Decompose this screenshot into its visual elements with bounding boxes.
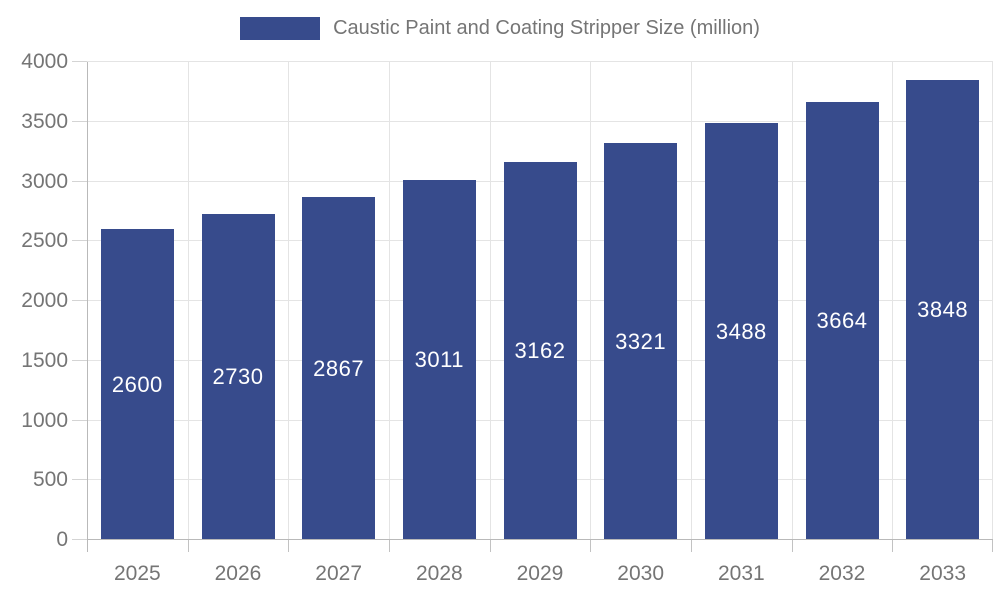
v-gridline (590, 62, 591, 540)
legend-item[interactable]: Caustic Paint and Coating Stripper Size … (240, 17, 760, 40)
y-tick-label: 1500 (21, 348, 68, 372)
v-gridline (288, 62, 289, 540)
bar-2029[interactable]: 3162 (503, 162, 577, 540)
bar-value-label: 3011 (414, 347, 464, 373)
y-tick-mark (72, 240, 87, 242)
y-tick-mark (72, 479, 87, 481)
x-tick-label: 2025 (113, 562, 161, 585)
v-gridline (992, 62, 993, 540)
bar-2025[interactable]: 2600 (100, 229, 174, 540)
x-tick-mark (792, 540, 793, 552)
y-tick-mark (72, 180, 87, 182)
x-tick-label: 2031 (717, 562, 765, 585)
x-tick-label: 2030 (617, 562, 665, 585)
bar-value-label: 2600 (111, 371, 163, 397)
bar-2028[interactable]: 3011 (402, 180, 476, 540)
plot-area: 2600 2730 2867 3011 3162 3321 3488 3664 3848 (72, 61, 993, 552)
x-tick-mark (490, 540, 491, 552)
v-gridline (792, 62, 793, 540)
v-gridline (188, 62, 189, 540)
y-tick-mark (72, 539, 87, 540)
y-tick-mark (72, 120, 87, 122)
x-tick-mark (288, 540, 289, 552)
v-gridline (490, 62, 491, 540)
y-tick-mark (72, 359, 87, 361)
h-gridline (87, 120, 993, 122)
bar-2032[interactable]: 3664 (805, 102, 879, 540)
v-gridline (892, 62, 893, 540)
bar-value-label: 3488 (715, 318, 767, 344)
x-tick-label: 2033 (919, 562, 967, 585)
bar-2033[interactable]: 3848 (906, 80, 980, 540)
bar-value-label: 2867 (313, 355, 365, 381)
x-tick-label: 2027 (315, 562, 363, 585)
y-tick-label: 3000 (21, 169, 68, 193)
y-tick-label: 4000 (21, 50, 68, 73)
x-tick-mark (188, 540, 189, 552)
bar-2027[interactable]: 2867 (302, 197, 376, 540)
x-tick-label: 2026 (214, 562, 262, 585)
x-tick-mark (389, 540, 390, 552)
y-tick-label: 2000 (21, 289, 68, 312)
v-gridline (389, 62, 390, 540)
y-tick-label: 1000 (21, 408, 68, 432)
x-tick-mark (691, 540, 692, 552)
bar-value-label: 3848 (917, 297, 969, 323)
y-tick-label: 500 (32, 468, 68, 492)
bar-value-label: 3664 (816, 308, 868, 334)
y-axis-line (87, 62, 88, 552)
y-tick-mark (72, 61, 87, 62)
x-tick-label: 2028 (415, 562, 463, 585)
x-tick-mark (590, 540, 591, 552)
legend: Caustic Paint and Coating Stripper Size … (0, 17, 1000, 40)
x-tick-mark (892, 540, 893, 552)
bar-2031[interactable]: 3488 (704, 123, 778, 540)
bar-value-label: 2730 (212, 363, 264, 389)
legend-swatch (240, 17, 321, 40)
x-axis-line (87, 539, 993, 540)
h-gridline (87, 61, 993, 62)
y-tick-label: 0 (56, 528, 68, 551)
legend-label: Caustic Paint and Coating Stripper Size … (333, 17, 760, 39)
bar-2030[interactable]: 3321 (604, 143, 678, 540)
y-tick-label: 3500 (21, 109, 68, 133)
x-tick-label: 2032 (818, 562, 866, 585)
y-tick-mark (72, 419, 87, 421)
x-tick-label: 2029 (516, 562, 564, 585)
y-tick-mark (72, 300, 87, 301)
bar-2026[interactable]: 2730 (201, 213, 275, 540)
x-tick-mark (992, 540, 993, 552)
bar-value-label: 3321 (615, 328, 667, 354)
bar-value-label: 3162 (514, 338, 566, 364)
y-tick-label: 2500 (21, 229, 68, 253)
v-gridline (691, 62, 692, 540)
